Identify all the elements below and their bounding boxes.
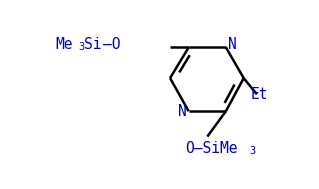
Text: O—SiMe: O—SiMe (186, 141, 238, 156)
Text: —O: —O (103, 37, 121, 52)
Text: 3: 3 (249, 146, 256, 156)
Text: N: N (228, 37, 237, 52)
Text: Si: Si (84, 37, 101, 52)
Text: 3: 3 (78, 42, 84, 52)
Text: Me: Me (56, 37, 73, 52)
Text: N: N (178, 104, 187, 119)
Text: Et: Et (250, 87, 268, 102)
